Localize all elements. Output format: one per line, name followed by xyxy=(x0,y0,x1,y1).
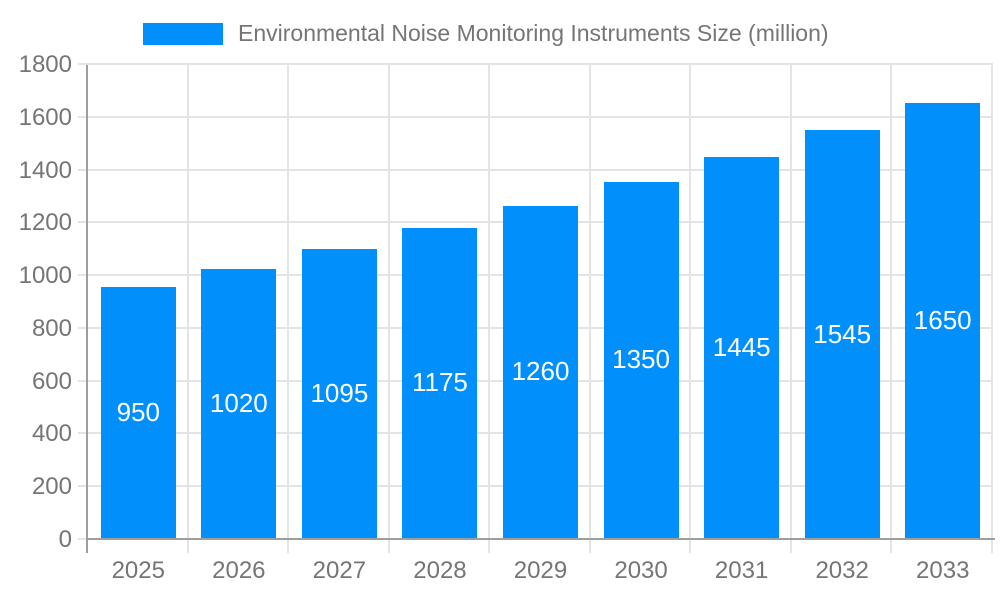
y-axis-label: 0 xyxy=(58,526,72,553)
gridline xyxy=(890,65,893,553)
x-axis-label: 2028 xyxy=(413,557,467,584)
y-axis-tick xyxy=(78,485,88,488)
y-axis-label: 600 xyxy=(31,367,72,395)
x-axis-line xyxy=(86,538,995,540)
x-axis-label: 2032 xyxy=(815,557,869,584)
y-axis-label: 400 xyxy=(31,420,72,448)
legend-swatch-icon xyxy=(143,22,223,45)
y-axis-label: 1000 xyxy=(18,262,72,290)
gridline xyxy=(789,65,792,553)
y-axis-tick xyxy=(78,326,88,329)
y-axis-tick xyxy=(78,274,88,277)
gridline xyxy=(588,65,591,553)
bar-2028[interactable]: 1175 xyxy=(402,227,478,538)
plot-area: 0 200 400 600 800 1000 1200 1400 1600 1800 950 2025… xyxy=(19,51,995,584)
gridline xyxy=(488,65,491,553)
x-axis-label: 2031 xyxy=(714,557,769,584)
bar-value-label: 1260 xyxy=(511,356,570,387)
y-axis-label: 1800 xyxy=(18,51,72,78)
bar-2031[interactable]: 1445 xyxy=(704,156,780,538)
y-axis-label: 1600 xyxy=(18,103,72,131)
x-axis-label: 2026 xyxy=(212,557,266,584)
bar-2027[interactable]: 1095 xyxy=(301,249,377,538)
legend-label: Environmental Noise Monitoring Instrumen… xyxy=(238,20,829,46)
bar-value-label: 1020 xyxy=(209,387,268,418)
gridline xyxy=(186,65,189,553)
bar-value-label: 950 xyxy=(116,397,160,428)
y-axis-tick xyxy=(78,379,88,382)
bar-2026[interactable]: 1020 xyxy=(201,268,277,538)
bar-2030[interactable]: 1350 xyxy=(603,181,679,538)
y-axis-tick xyxy=(78,115,88,118)
y-axis-tick xyxy=(78,168,88,171)
x-axis-label: 2033 xyxy=(916,557,970,584)
bar-2025[interactable]: 950 xyxy=(100,287,176,538)
bar-2029[interactable]: 1260 xyxy=(503,205,578,538)
gridline xyxy=(88,115,993,118)
x-axis-label: 2030 xyxy=(614,557,668,584)
y-axis-tick xyxy=(78,538,88,540)
gridline xyxy=(88,63,993,65)
x-axis-label: 2027 xyxy=(312,557,367,584)
bar-value-label: 1175 xyxy=(411,367,468,398)
y-axis-line xyxy=(86,65,88,553)
y-axis-tick xyxy=(78,63,88,65)
legend[interactable]: Environmental Noise Monitoring Instrumen… xyxy=(143,20,829,47)
x-axis-label: 2025 xyxy=(111,557,165,584)
y-axis-label: 1400 xyxy=(18,156,72,184)
bar-value-label: 1545 xyxy=(813,318,872,349)
y-axis-label: 800 xyxy=(31,314,72,342)
gridline xyxy=(991,65,993,553)
gridline xyxy=(88,168,993,171)
y-axis-tick xyxy=(78,432,88,435)
y-axis-label: 1200 xyxy=(18,209,72,237)
y-axis-label: 200 xyxy=(31,473,72,501)
bar-2032[interactable]: 1545 xyxy=(804,130,880,538)
bar-value-label: 1650 xyxy=(913,304,972,335)
gridline xyxy=(387,65,390,553)
bar-value-label: 1350 xyxy=(612,344,670,375)
x-axis-label: 2029 xyxy=(513,557,568,584)
gridline xyxy=(689,65,692,553)
bar-2033[interactable]: 1650 xyxy=(905,102,981,538)
bar-value-label: 1095 xyxy=(310,378,369,409)
y-axis-tick xyxy=(78,221,88,224)
bar-value-label: 1445 xyxy=(712,331,771,362)
gridline xyxy=(287,65,290,553)
